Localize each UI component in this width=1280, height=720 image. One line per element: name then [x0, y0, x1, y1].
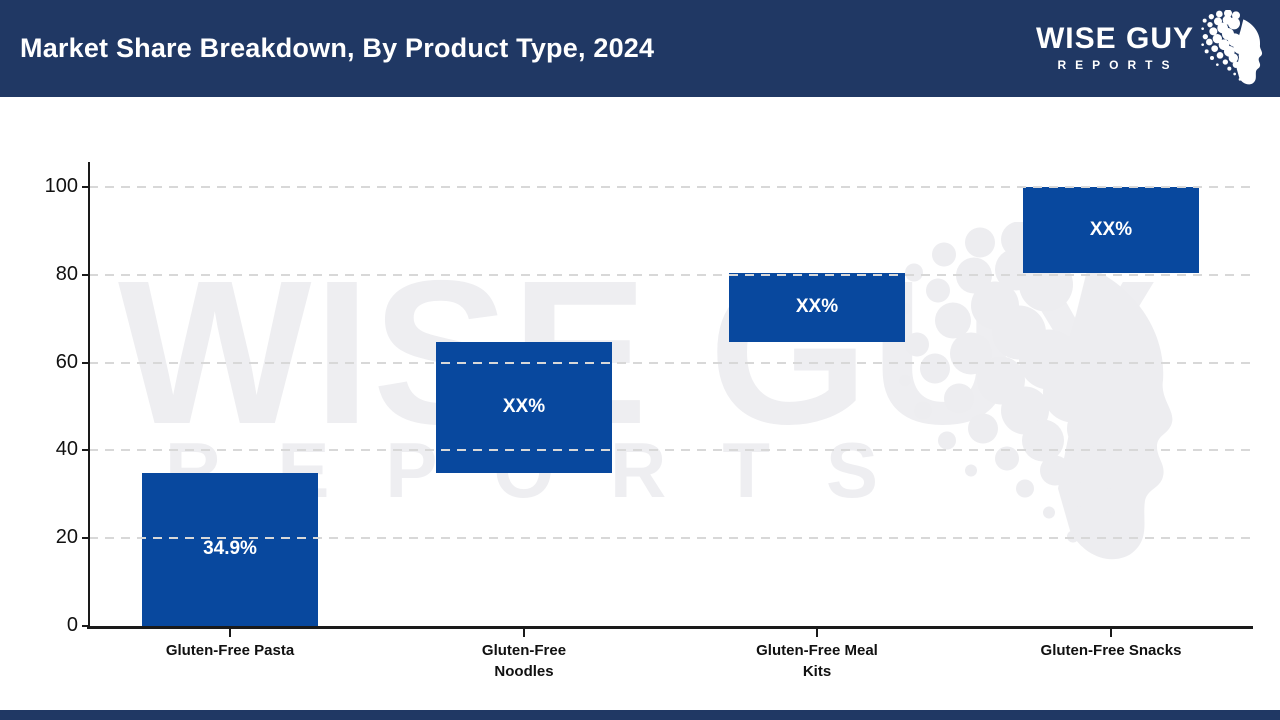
category-label-line: Noodles	[494, 663, 554, 680]
gridline	[89, 361, 1253, 364]
category-label: Gluten-Free Meal Kits	[687, 640, 947, 682]
category-label-line: Gluten-Free Snacks	[1040, 642, 1182, 659]
x-tick-mark	[229, 629, 231, 637]
wise-guy-reports-logo: WISE GUY REPORTS	[1026, 6, 1266, 92]
header-bar: Market Share Breakdown, By Product Type,…	[0, 0, 1280, 97]
y-tick-label: 0	[66, 614, 78, 636]
bar-value-label: 34.9%	[203, 538, 257, 560]
category-label-line: Gluten-Free Pasta	[165, 642, 295, 659]
category-label: Gluten-Free Pasta	[100, 640, 360, 661]
y-tick-mark	[82, 273, 89, 276]
y-tick-mark	[82, 449, 89, 452]
gridline	[89, 449, 1253, 452]
category-label-line: Gluten-Free Meal	[756, 642, 878, 659]
gridline	[89, 273, 1253, 276]
y-axis-line	[88, 162, 90, 629]
x-tick-mark	[816, 629, 818, 637]
bar-value-label: XX%	[795, 296, 839, 318]
page-title: Market Share Breakdown, By Product Type,…	[20, 33, 655, 63]
x-axis-line	[87, 626, 1253, 629]
y-tick-mark	[82, 361, 89, 364]
bar: XX%	[1023, 187, 1199, 273]
y-tick-label: 100	[44, 175, 78, 197]
category-label-line: Kits	[802, 663, 832, 680]
bar: XX%	[729, 272, 905, 342]
x-tick-mark	[1110, 629, 1112, 637]
gridline	[89, 537, 1253, 540]
y-tick-mark	[82, 625, 89, 627]
y-tick-label: 60	[55, 350, 78, 373]
category-label: Gluten-Free Noodles	[394, 640, 654, 682]
bar: 34.9%	[142, 472, 318, 626]
x-tick-mark	[523, 629, 525, 637]
watermark-head-icon	[899, 222, 1173, 560]
y-tick-mark	[82, 537, 89, 540]
category-label: Gluten-Free Snacks	[981, 640, 1241, 661]
logo-reports-label: REPORTS	[1057, 58, 1179, 72]
bar-value-label: XX%	[502, 396, 546, 418]
gridline	[89, 186, 1253, 188]
logo-text: WISE GUY REPORTS	[1026, 22, 1204, 72]
logo-wiseguy-label: WISE GUY	[1035, 22, 1194, 55]
footer-bar	[0, 710, 1280, 720]
y-tick-label: 40	[55, 438, 78, 461]
y-tick-label: 80	[55, 262, 78, 285]
category-label-line: Gluten-Free	[481, 642, 567, 659]
bar-value-label: XX%	[1089, 218, 1133, 240]
y-tick-mark	[82, 186, 89, 188]
y-tick-label: 20	[55, 526, 78, 549]
logo-head-icon	[1201, 10, 1263, 85]
